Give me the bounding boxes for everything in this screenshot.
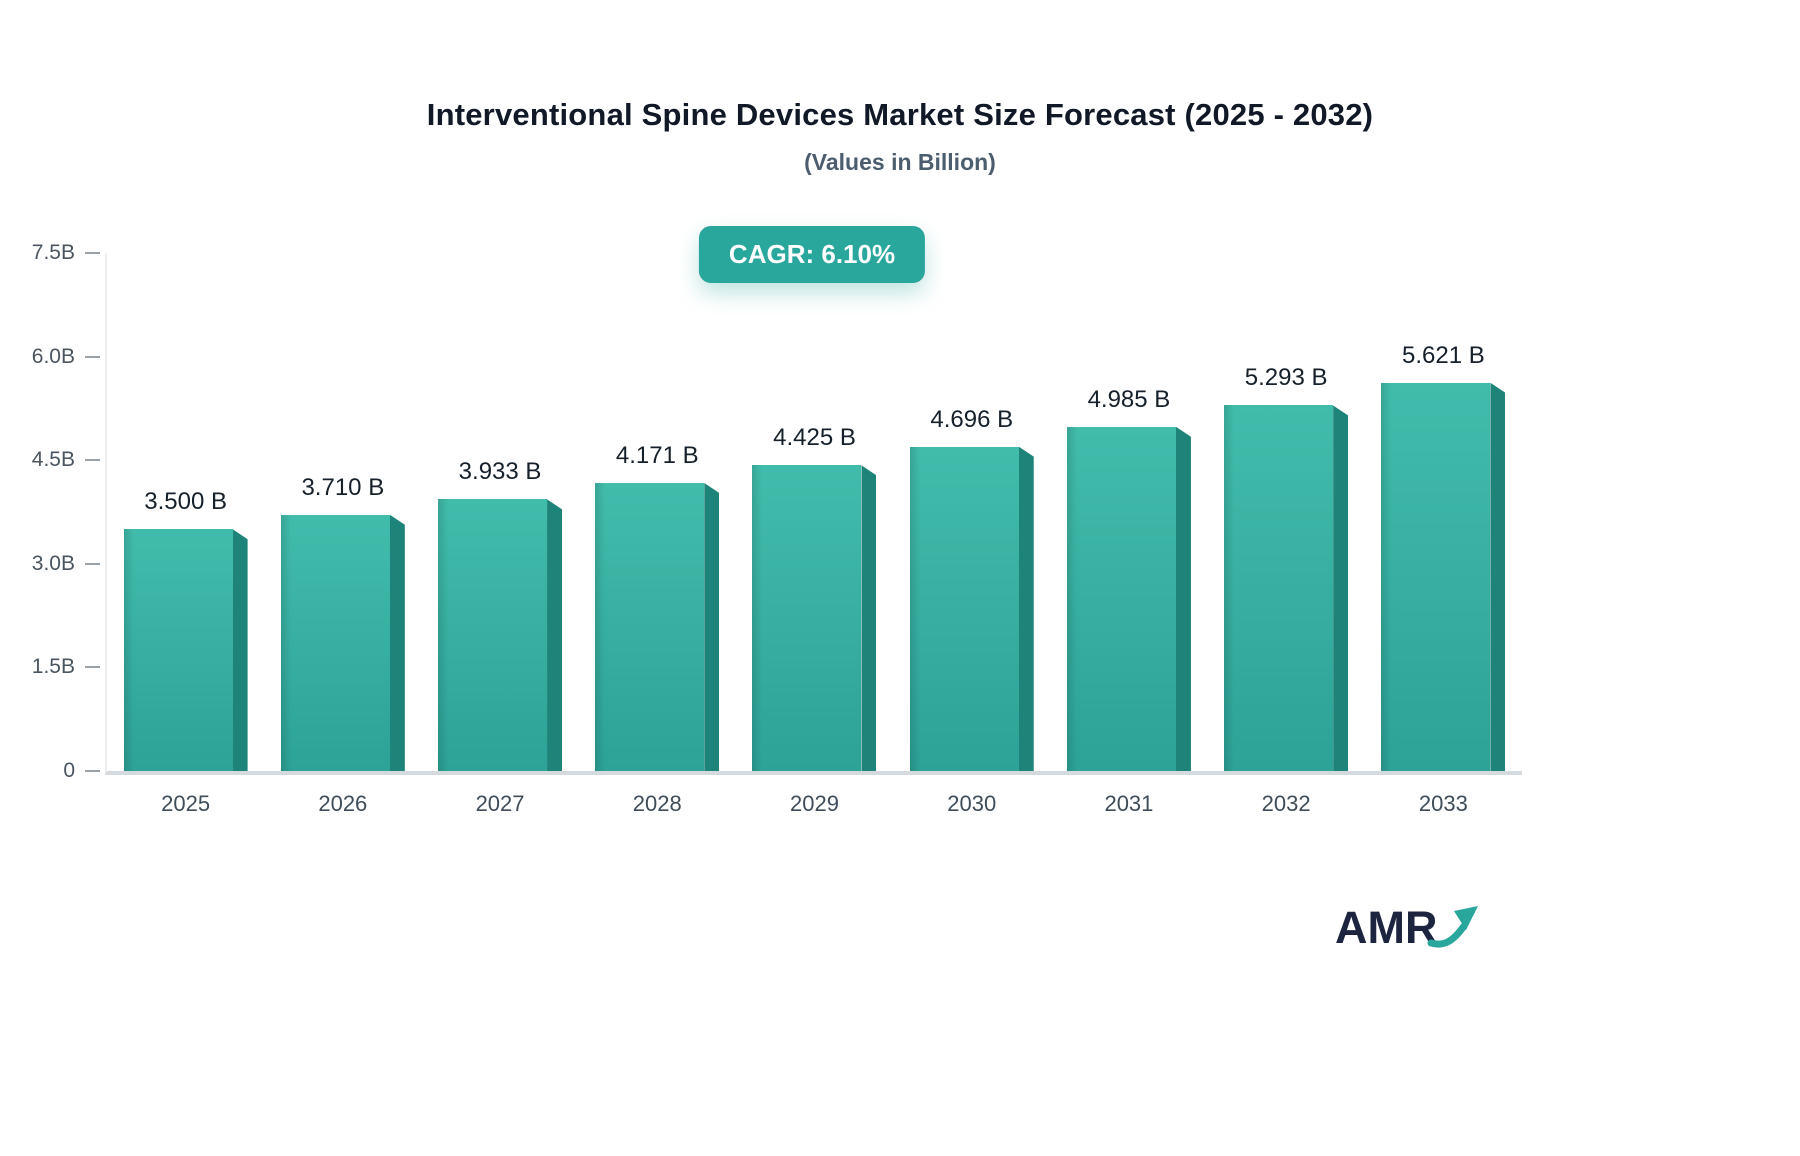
cagr-badge: CAGR: 6.10% [698, 226, 926, 283]
bar-value-label: 5.621 B [1402, 341, 1485, 369]
y-axis-tick [85, 459, 100, 462]
bar-front-face [1224, 405, 1334, 771]
bar-front-face [752, 465, 862, 771]
bar-side-face [232, 529, 248, 771]
x-axis-label: 2026 [318, 791, 368, 816]
bar-side-face [1333, 405, 1349, 771]
bar-2031: 4.985 B [1066, 386, 1191, 771]
y-axis-tick [85, 666, 100, 669]
bar-value-label: 4.696 B [930, 405, 1014, 433]
bar-value-label: 4.985 B [1087, 385, 1171, 413]
y-axis-label: 4.5B [31, 448, 75, 472]
y-axis-tick [85, 252, 100, 254]
bar-slot: 4.425 B 2029 [736, 253, 893, 816]
bar-value-label: 3.500 B [144, 488, 227, 516]
chart-title: Interventional Spine Devices Market Size… [426, 97, 1374, 132]
y-axis-label: 7.5B [31, 241, 75, 264]
bar-front-face [438, 499, 548, 771]
bar-front-face [1066, 426, 1176, 771]
bar-front-face [595, 482, 705, 771]
bar-side-face [547, 499, 563, 771]
bar-value-label: 3.933 B [458, 458, 542, 486]
bar-2029: 4.425 B [752, 424, 877, 771]
logo-arrow-swoosh [1427, 922, 1468, 948]
bar-2033: 5.621 B [1381, 342, 1506, 771]
bar-side-face [1490, 382, 1506, 771]
bar-2027: 3.933 B [438, 458, 563, 771]
bar-slot: 4.171 B 2028 [579, 253, 736, 816]
y-axis-label: 1.5B [31, 655, 75, 679]
logo-arrow-head-icon [1454, 906, 1478, 930]
amr-logo: AMR [1335, 896, 1505, 962]
bar-value-label: 3.710 B [301, 473, 385, 501]
bar-front-face [123, 529, 233, 771]
bar-slot: 4.696 B 2030 [893, 253, 1050, 816]
bar-front-face [1381, 382, 1491, 771]
bar-side-face [1018, 446, 1034, 771]
bar-side-face [389, 514, 405, 771]
bar-side-face [1175, 426, 1191, 771]
plot-area: 0 1.5B 3.0B 4.5B 6.0B 7.5B 3.500 B 2025 3.710 B 2… [32, 241, 1522, 816]
y-axis-tick [85, 770, 100, 772]
bar-side-face [861, 465, 877, 771]
bar-value-label: 4.171 B [615, 441, 699, 469]
bar-slot: 3.933 B 2027 [421, 253, 578, 816]
x-axis-label: 2025 [161, 791, 211, 816]
bar-slot: 3.710 B 2026 [264, 253, 421, 816]
bar-2026: 3.710 B [280, 474, 405, 771]
bar-side-face [704, 482, 720, 771]
bar-2032: 5.293 B [1224, 364, 1349, 771]
bar-value-label: 4.425 B [773, 424, 856, 452]
bar-2025: 3.500 B [123, 488, 248, 771]
bar-slot: 4.985 B 2031 [1050, 253, 1207, 816]
x-axis-label: 2033 [1418, 791, 1468, 816]
bar-front-face [909, 446, 1019, 771]
x-axis-label: 2031 [1104, 791, 1154, 816]
bar-front-face [280, 514, 390, 771]
y-axis-tick [85, 355, 100, 358]
y-axis-label: 0 [63, 759, 75, 782]
y-axis-label: 3.0B [31, 551, 75, 575]
amr-logo-graphic: AMR [1335, 902, 1478, 953]
x-axis-label: 2030 [947, 791, 997, 816]
bar-slot: 5.293 B 2032 [1208, 253, 1365, 816]
x-axis-label: 2032 [1261, 791, 1311, 816]
y-axis-label: 6.0B [31, 344, 75, 368]
logo-text: AMR [1335, 902, 1437, 953]
x-axis-label: 2028 [632, 791, 682, 816]
bar-value-label: 5.293 B [1244, 364, 1328, 392]
y-axis-tick [85, 562, 100, 565]
bar-slot: 3.500 B 2025 [107, 253, 264, 816]
bar-slot: 5.621 B 2033 [1365, 253, 1522, 816]
chart-subtitle: (Values in Billion) [804, 149, 996, 175]
bar-2030: 4.696 B [909, 406, 1034, 771]
x-axis-label: 2027 [475, 791, 525, 816]
x-axis-label: 2029 [790, 791, 839, 816]
bar-2028: 4.171 B [595, 442, 720, 771]
